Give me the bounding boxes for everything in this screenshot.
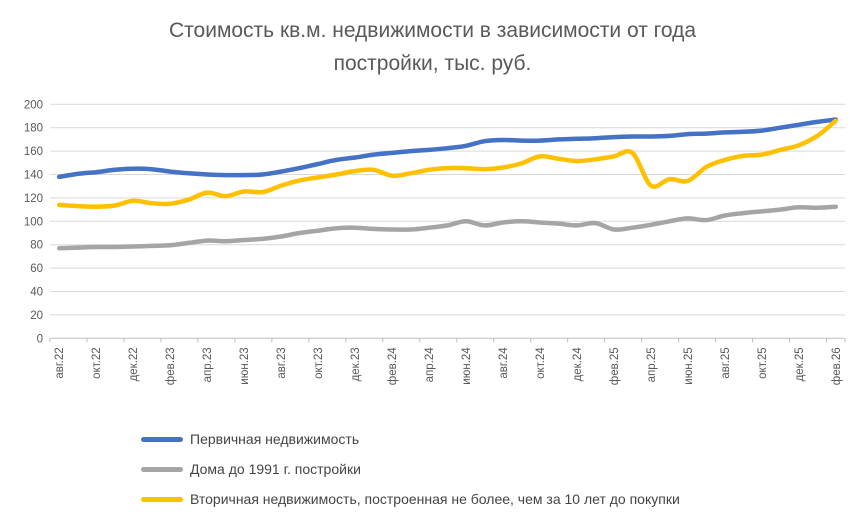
x-axis-label: фев.23 [165,347,177,385]
series-line-1 [56,204,839,251]
y-axis-label: 180 [24,123,43,135]
y-axis-label: 80 [30,240,43,252]
legend-label: Дома до 1991 г. постройки [190,461,361,477]
x-axis-label: дек.22 [128,347,140,381]
x-axis-label: дек.23 [350,347,362,381]
legend-label: Вторичная недвижимость, построенная не б… [190,491,680,507]
x-axis-label: июн.24 [461,347,473,385]
series-line-2 [56,118,839,209]
y-axis-label: 20 [30,310,43,322]
y-axis-label: 100 [24,216,43,228]
legend-item: Вторичная недвижимость, построенная не б… [141,489,680,509]
series-line-0 [56,117,839,180]
x-axis-label: фев.26 [831,347,843,385]
x-axis-label: апр.24 [424,347,436,383]
x-axis-label: окт.23 [313,347,325,379]
chart-title-line-2: постройки, тыс. руб. [333,52,532,75]
x-axis-label: авг.25 [720,347,732,378]
legend-line-swatch [141,436,183,442]
legend-label: Первичная недвижимость [190,431,360,447]
legend-item: Первичная недвижимость [141,429,680,449]
x-axis-label: апр.25 [646,347,658,382]
y-axis-label: 60 [30,263,43,275]
y-axis-label: 0 [37,333,43,345]
legend-item: Дома до 1991 г. постройки [141,459,680,479]
y-axis-label: 140 [24,170,43,182]
chart-legend: Первичная недвижимость Дома до 1991 г. по… [141,429,680,519]
x-axis-label: авг.23 [276,347,288,378]
chart-title-line-1: Стоимость кв.м. недвижимости в зависимос… [168,19,697,42]
x-axis-label: авг.24 [498,347,510,379]
x-axis-label: апр.23 [202,347,214,382]
y-axis-label: 200 [24,99,43,111]
x-axis-label: окт.25 [757,347,769,379]
legend-line-swatch [141,496,183,502]
x-axis-label: дек.24 [572,347,584,382]
y-axis-label: 160 [24,146,43,158]
x-axis-label: окт.22 [91,347,103,379]
chart-title: Стоимость кв.м. недвижимости в зависимос… [0,14,865,80]
x-axis-label: фев.25 [609,347,621,385]
x-axis-label: июн.23 [239,347,251,384]
x-axis-label: дек.25 [794,347,806,381]
x-axis-label: фев.24 [387,347,399,386]
legend-line-swatch [141,466,183,472]
x-axis-label: окт.24 [535,347,547,379]
y-axis-label: 120 [24,193,43,205]
x-axis-label: авг.22 [54,347,66,378]
y-axis-label: 40 [30,287,43,299]
x-axis-label: июн.25 [683,347,695,384]
